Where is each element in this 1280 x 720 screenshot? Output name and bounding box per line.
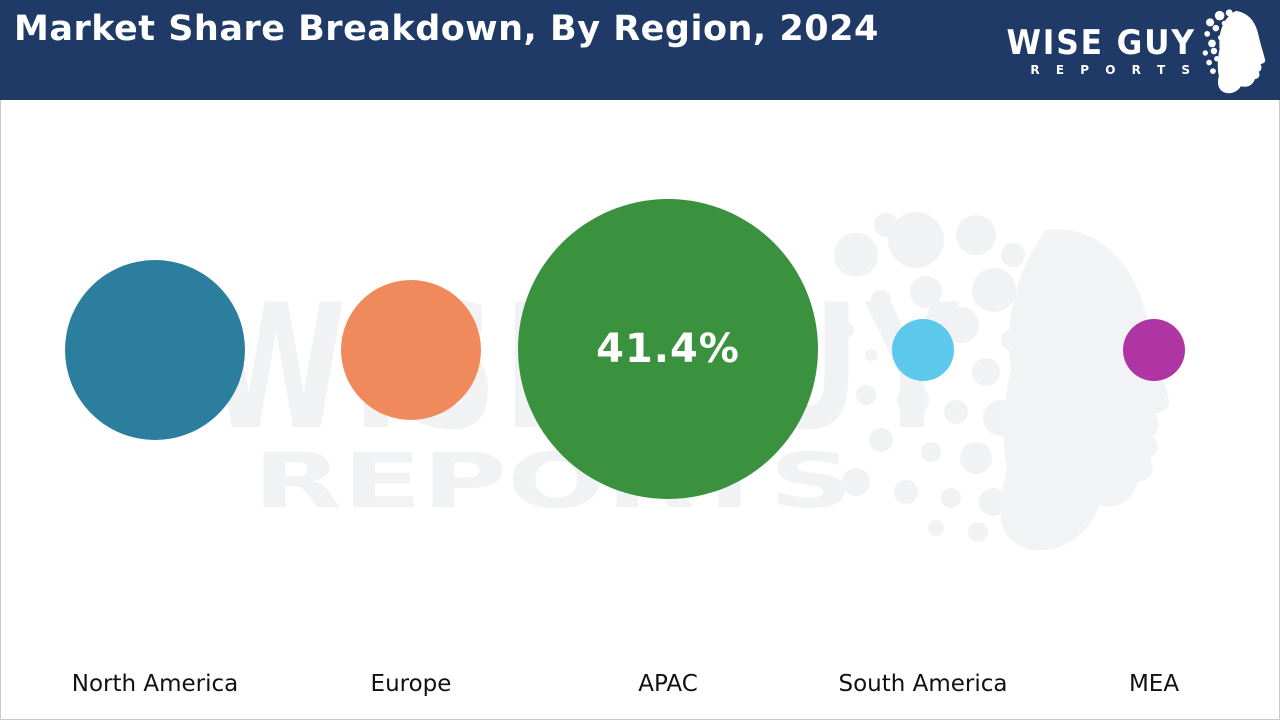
category-label-north-america: North America	[71, 671, 239, 697]
bubble-north-america[interactable]	[65, 260, 245, 440]
page-title: Market Share Breakdown, By Region, 2024	[14, 9, 879, 49]
bubble-south-america[interactable]	[892, 319, 954, 381]
bubble-apac[interactable]: 41.4%	[518, 199, 818, 499]
brand-logo: WISE GUY R E P O R T S	[990, 0, 1270, 100]
brand-head-icon	[1202, 9, 1266, 94]
watermark-dot-cloud	[834, 212, 1050, 542]
category-label-south-america: South America	[838, 671, 1008, 697]
bubble-value-label-apac: 41.4%	[596, 326, 740, 372]
brand-logo-text: WISE GUY R E P O R T S	[990, 26, 1196, 78]
header-bar: Market Share Breakdown, By Region, 2024 …	[0, 0, 1280, 100]
category-label-apac: APAC	[638, 671, 698, 697]
brand-subtitle: R E P O R T S	[1030, 63, 1196, 77]
watermark-face-silhouette	[1000, 229, 1170, 551]
brand-name: WISE GUY	[1006, 23, 1196, 63]
category-label-mea: MEA	[1128, 671, 1180, 697]
bubble-europe[interactable]	[341, 280, 481, 420]
category-label-europe: Europe	[370, 671, 452, 697]
bubble-mea[interactable]	[1123, 319, 1185, 381]
